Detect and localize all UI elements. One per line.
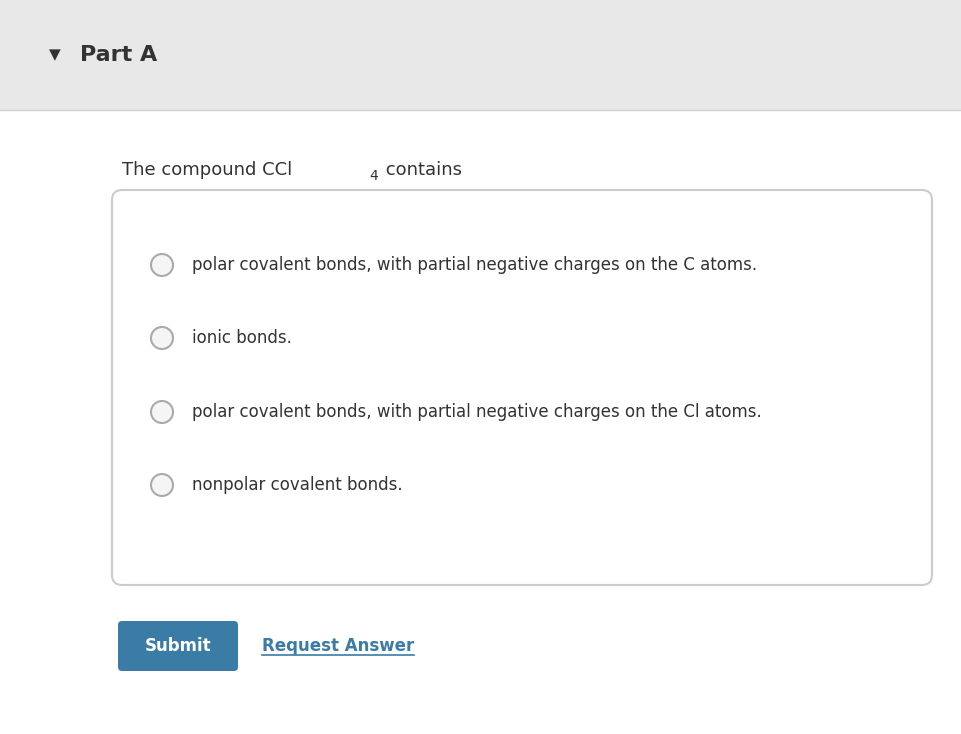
Circle shape	[151, 254, 173, 276]
Text: Request Answer: Request Answer	[262, 637, 414, 655]
Text: polar covalent bonds, with partial negative charges on the C atoms.: polar covalent bonds, with partial negat…	[192, 256, 757, 274]
Text: The compound CCl: The compound CCl	[122, 161, 292, 179]
Text: Submit: Submit	[145, 637, 211, 655]
Text: nonpolar covalent bonds.: nonpolar covalent bonds.	[192, 476, 403, 494]
Text: Part A: Part A	[80, 45, 158, 65]
Text: contains: contains	[380, 161, 462, 179]
Circle shape	[151, 327, 173, 349]
Text: 4: 4	[369, 169, 378, 183]
FancyBboxPatch shape	[118, 621, 238, 671]
Circle shape	[151, 474, 173, 496]
FancyBboxPatch shape	[112, 190, 932, 585]
FancyBboxPatch shape	[0, 0, 961, 110]
Text: ▼: ▼	[49, 48, 61, 62]
Text: ionic bonds.: ionic bonds.	[192, 329, 292, 347]
Text: polar covalent bonds, with partial negative charges on the Cl atoms.: polar covalent bonds, with partial negat…	[192, 403, 762, 421]
Circle shape	[151, 401, 173, 423]
